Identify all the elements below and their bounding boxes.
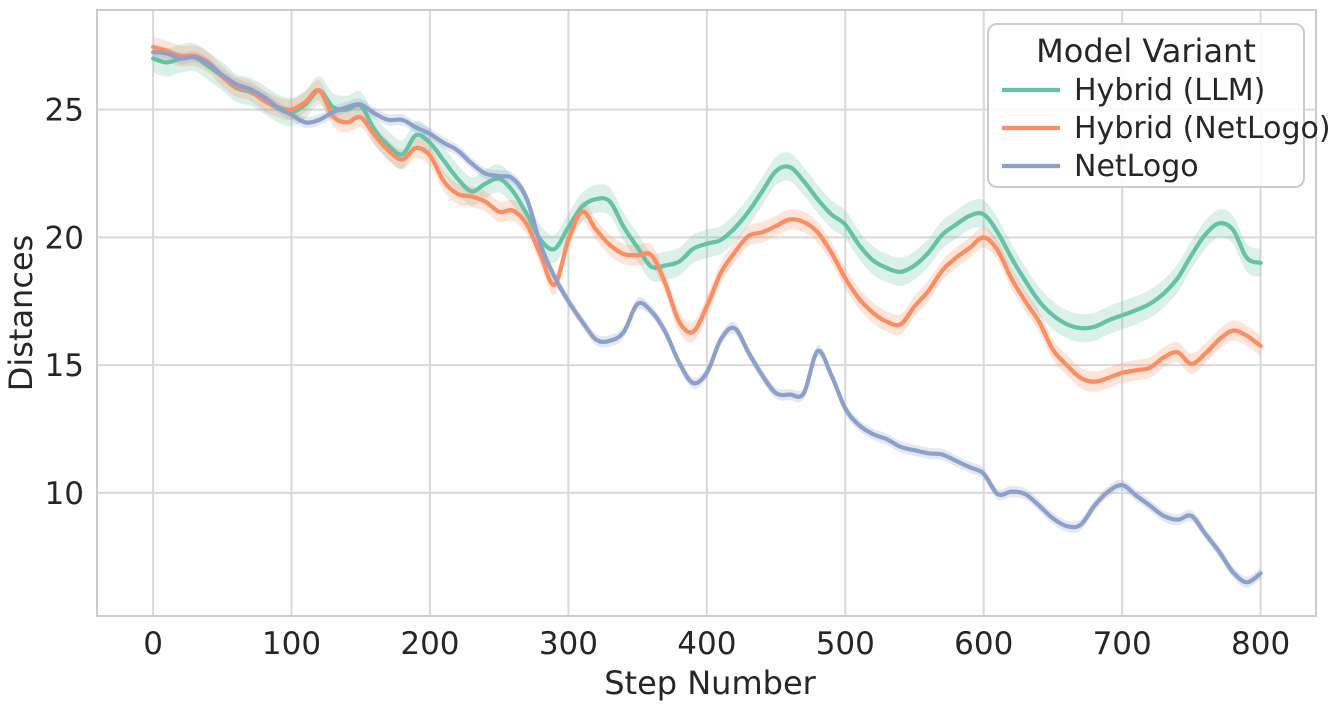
x-tick-labels: 0 100 200 300 400 500 600 700 800 [143,626,1290,662]
x-tick-label-600: 600 [954,626,1013,662]
plot-area-border [96,9,1317,617]
x-tick-label-400: 400 [677,626,736,662]
x-tick-label-100: 100 [262,626,321,662]
y-tick-label-15: 15 [45,348,84,384]
legend-label-netlogo: NetLogo [1074,149,1199,184]
x-tick-label-800: 800 [1231,626,1290,662]
y-tick-label-20: 20 [45,220,84,256]
x-tick-label-500: 500 [816,626,875,662]
legend-title: Model Variant [1036,32,1256,70]
y-axis-label: Distances [2,235,40,392]
legend-items: Hybrid (LLM)Hybrid (NetLogo)NetLogo [1002,73,1328,184]
legend: Model Variant Hybrid (LLM)Hybrid (NetLog… [987,23,1328,188]
legend-item-hybrid-netlogo: Hybrid (NetLogo) [1002,111,1328,146]
x-tick-label-200: 200 [400,626,459,662]
legend-label-hybrid-netlogo: Hybrid (NetLogo) [1074,111,1328,146]
confidence-band-hybrid-llm [153,42,1261,343]
x-tick-label-300: 300 [539,626,598,662]
series-lines [151,44,1263,585]
legend-box [987,23,1305,188]
legend-item-hybrid-llm: Hybrid (LLM) [1002,73,1265,108]
x-tick-label-0: 0 [143,626,163,662]
y-tick-labels: 10 15 20 25 [45,93,84,512]
y-tick-label-25: 25 [45,93,84,129]
x-tick-label-700: 700 [1093,626,1152,662]
series-line-hybrid-netlogo [151,44,1263,384]
x-axis-label: Step Number [604,664,816,702]
series-line-netlogo [151,50,1263,585]
y-tick-label-10: 10 [45,476,84,512]
legend-item-netlogo: NetLogo [1002,149,1199,184]
legend-label-hybrid-llm: Hybrid (LLM) [1074,73,1265,108]
